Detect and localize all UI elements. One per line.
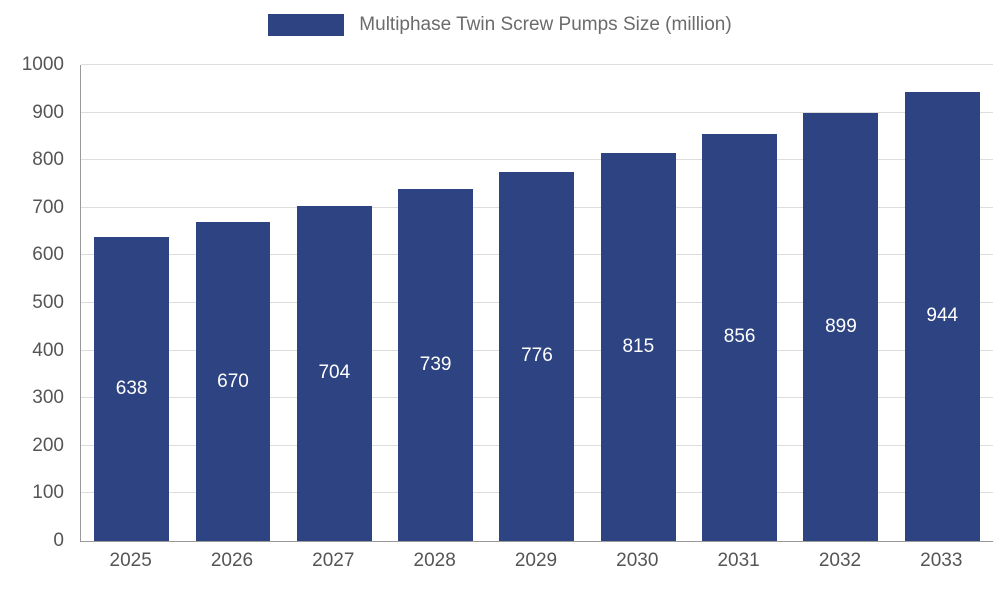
bar-value-label: 856 xyxy=(723,326,756,348)
bar-value-label: 704 xyxy=(318,362,351,384)
y-axis: 0 100 200 300 400 500 600 700 800 900 1000 xyxy=(0,54,70,551)
gridline xyxy=(81,111,993,113)
y-tick-label: 900 xyxy=(32,101,64,123)
x-tick-label: 2029 xyxy=(514,550,558,571)
bar-slot: 856 xyxy=(689,65,790,541)
x-tick-label: 2025 xyxy=(109,550,152,571)
gridline xyxy=(81,64,993,65)
y-tick-label: 600 xyxy=(32,244,64,266)
legend-label: Multiphase Twin Screw Pumps Size (millio… xyxy=(359,14,732,35)
bar-value-label: 815 xyxy=(622,336,655,358)
bar-value-label: 670 xyxy=(217,370,249,392)
bar-value-label: 944 xyxy=(926,305,959,327)
bar-slot: 944 xyxy=(892,65,993,541)
bar-slot: 899 xyxy=(790,65,891,541)
x-tick-label: 2026 xyxy=(210,550,254,571)
bar: 856 xyxy=(702,133,778,541)
bar-slot: 638 xyxy=(81,65,182,541)
bar: 670 xyxy=(195,222,271,541)
bar-value-label: 899 xyxy=(825,316,857,338)
plot-area: 638 670 704 739 776 815 856 899 944 xyxy=(80,64,993,542)
x-tick-label: 2028 xyxy=(413,550,456,571)
bar: 776 xyxy=(499,171,575,541)
bar-slot: 815 xyxy=(588,65,689,541)
y-tick-label: 100 xyxy=(32,482,64,504)
y-tick-label: 300 xyxy=(32,387,64,409)
bar: 944 xyxy=(904,91,980,541)
bar-slot: 776 xyxy=(486,65,587,541)
bar-value-label: 776 xyxy=(521,345,553,367)
bar-slot: 670 xyxy=(182,65,283,541)
bar-slot: 739 xyxy=(385,65,486,541)
bar: 704 xyxy=(296,205,372,541)
y-tick-label: 700 xyxy=(32,196,64,218)
bar: 638 xyxy=(94,237,170,541)
bar: 739 xyxy=(398,189,474,541)
bars-container: 638 670 704 739 776 815 856 899 944 xyxy=(81,65,993,541)
y-tick-label: 0 xyxy=(53,530,64,551)
y-tick-label: 1000 xyxy=(21,54,64,75)
x-tick-label: 2027 xyxy=(312,550,355,571)
y-tick-label: 400 xyxy=(32,339,64,361)
y-tick-label: 800 xyxy=(32,149,64,171)
bar-value-label: 739 xyxy=(419,354,452,376)
bar: 899 xyxy=(803,113,879,541)
bar: 815 xyxy=(600,153,676,541)
y-tick-label: 200 xyxy=(32,434,64,456)
x-tick-label: 2033 xyxy=(920,550,963,571)
x-tick-label: 2031 xyxy=(717,550,760,571)
legend-swatch xyxy=(268,14,345,36)
y-tick-label: 500 xyxy=(32,292,64,313)
bar-value-label: 638 xyxy=(115,378,148,400)
gridline xyxy=(81,159,993,161)
x-tick-label: 2032 xyxy=(818,550,862,571)
bar-slot: 704 xyxy=(284,65,385,541)
x-axis: 2025 2026 2027 2028 2029 2030 2031 2032 2033 xyxy=(80,550,992,572)
x-tick-label: 2030 xyxy=(616,550,659,571)
chart-legend: Multiphase Twin Screw Pumps Size (millio… xyxy=(0,14,1000,36)
